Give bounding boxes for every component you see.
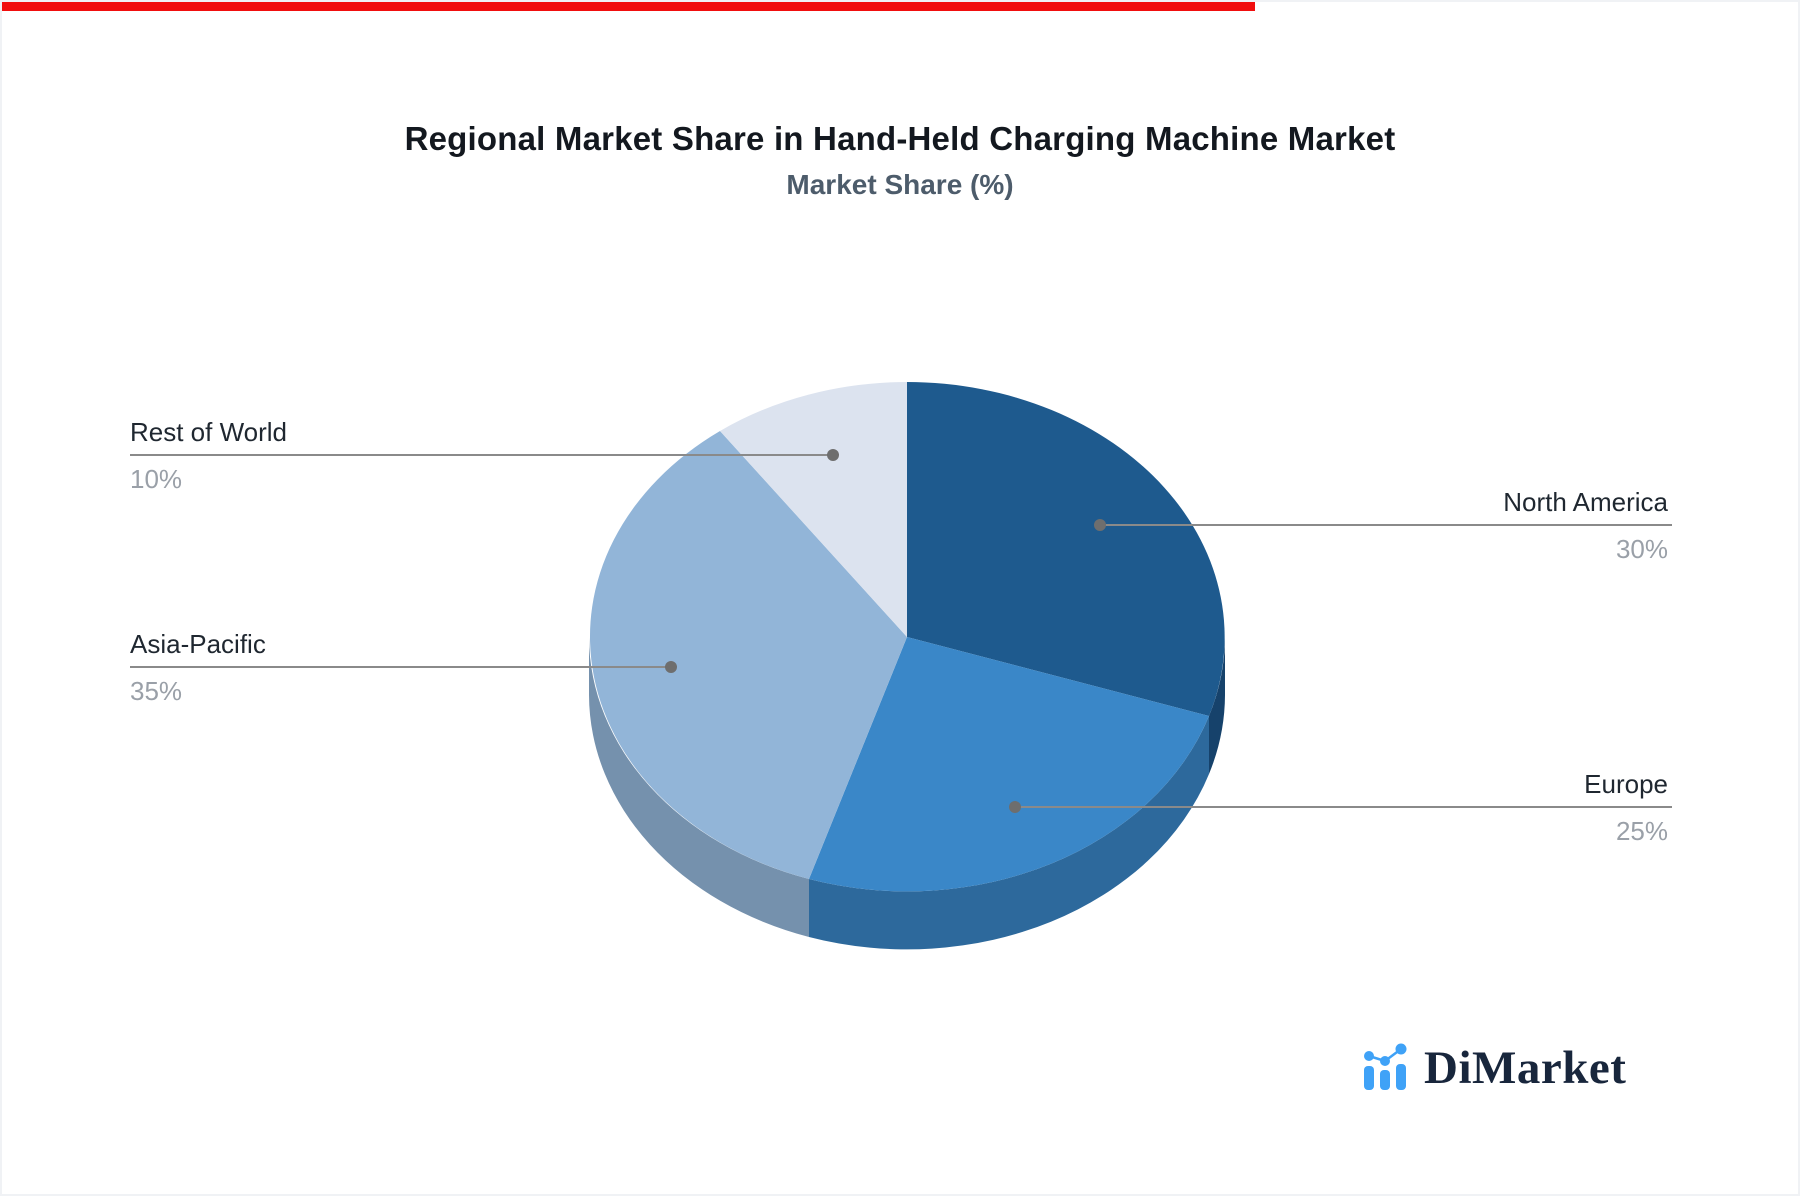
callout-europe: Europe 25% <box>1584 771 1668 844</box>
leader-dot-north-america <box>1094 519 1106 531</box>
slice-percent: 10% <box>130 464 183 494</box>
chart-subtitle: Market Share (%) <box>786 169 1014 200</box>
pie-wall-asia-pacific <box>589 637 809 937</box>
top-progress-bar <box>2 2 1255 11</box>
leader-dot-asia-pacific <box>665 661 677 673</box>
slice-percent: 30% <box>1615 534 1668 564</box>
pie-wall-europe <box>809 716 1209 950</box>
pie-slice-rest-of-world[interactable] <box>720 382 907 637</box>
pie-wall-north-america <box>1209 637 1225 774</box>
pie-slice-europe[interactable] <box>809 637 1209 892</box>
brand-logo: DiMarket <box>1360 1040 1626 1092</box>
pie-slice-asia-pacific[interactable] <box>589 431 907 879</box>
callout-north-america: North America 30% <box>1503 489 1668 562</box>
chart-title: Regional Market Share in Hand-Held Charg… <box>404 120 1396 157</box>
slice-percent: 25% <box>1615 816 1668 846</box>
leader-dot-rest-of-world <box>827 449 839 461</box>
pie-slice-north-america[interactable] <box>907 382 1225 716</box>
slice-label: Rest of World <box>130 417 288 447</box>
brand-logo-text: DiMarket <box>1424 1042 1627 1094</box>
slice-percent: 35% <box>130 676 183 706</box>
leader-dot-europe <box>1009 801 1021 813</box>
callout-asia-pacific: Asia-Pacific 35% <box>130 631 266 704</box>
slice-label: Europe <box>1584 769 1668 799</box>
callout-rest-of-world: Rest of World 10% <box>130 419 287 492</box>
bar-chart-icon <box>1364 1043 1407 1090</box>
slice-label: North America <box>1503 487 1668 517</box>
slice-label: Asia-Pacific <box>130 629 266 659</box>
